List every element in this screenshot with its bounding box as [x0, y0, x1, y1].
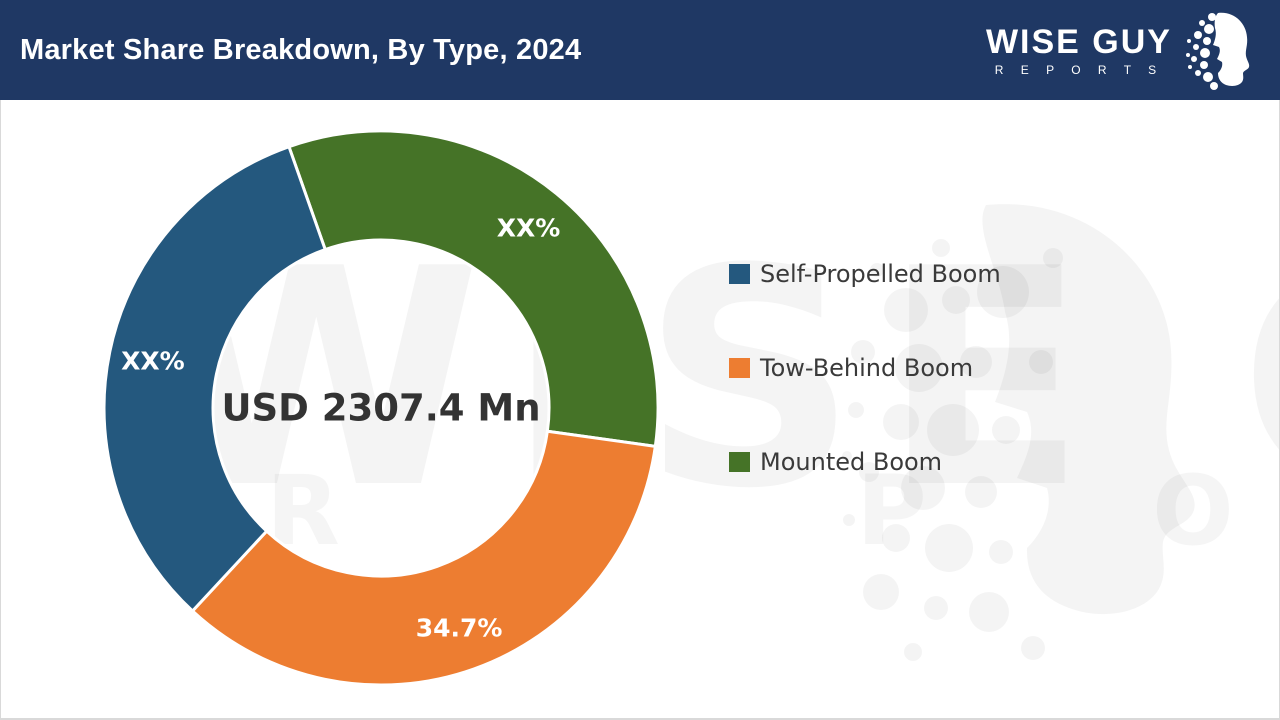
brand-logo: WISE GUY R E P O R T S	[986, 7, 1254, 93]
chart-area: WISE GUY R E P O R T S XX% 34.7% XX% USD 2…	[0, 100, 1280, 720]
legend-item-mounted-boom: Mounted Boom	[729, 448, 1001, 476]
legend-label: Tow-Behind Boom	[760, 354, 974, 382]
donut-chart: XX% 34.7% XX%	[102, 129, 660, 687]
legend-swatch-orange	[729, 358, 750, 378]
header-bar: Market Share Breakdown, By Type, 2024 WI…	[0, 0, 1280, 100]
legend-item-tow-behind-boom: Tow-Behind Boom	[729, 354, 1001, 382]
donut-slice-mounted-boom	[287, 129, 660, 448]
legend-swatch-blue	[729, 264, 750, 284]
legend-label: Self-Propelled Boom	[760, 260, 1001, 288]
chart-center-total: USD 2307.4 Mn	[221, 386, 541, 430]
brand-subtitle: R E P O R T S	[994, 62, 1164, 77]
legend-label: Mounted Boom	[760, 448, 943, 476]
page-title: Market Share Breakdown, By Type, 2024	[20, 33, 582, 66]
watermark-face-icon	[842, 204, 1195, 661]
brand-face-icon	[1186, 12, 1250, 90]
legend-item-self-propelled-boom: Self-Propelled Boom	[729, 260, 1001, 288]
watermark-brand-text: WISE GUY	[151, 205, 1279, 554]
chart-legend: Self-Propelled Boom Tow-Behind Boom Moun…	[729, 260, 1001, 476]
slice-value-label: 34.7%	[416, 614, 503, 643]
donut-slice-self-propelled-boom	[102, 145, 327, 613]
legend-swatch-green	[729, 452, 750, 472]
slice-value-label: XX%	[121, 347, 185, 376]
slice-value-label: XX%	[497, 214, 561, 243]
donut-slice-tow-behind-boom	[191, 429, 657, 687]
brand-logo-text: WISE GUY R E P O R T S	[986, 25, 1172, 76]
brand-name: WISE GUY	[985, 22, 1172, 61]
watermark-reports-text: R E P O R T S	[266, 455, 1279, 567]
